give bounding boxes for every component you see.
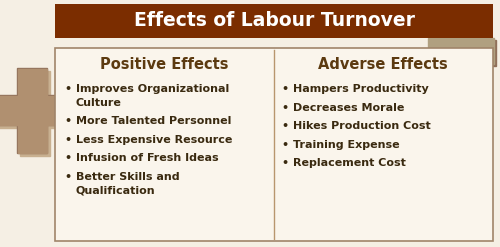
Bar [17, 68, 47, 153]
Bar [0, 96, 75, 125]
Bar [430, 40, 496, 66]
Text: • More Talented Personnel: • More Talented Personnel [65, 116, 232, 126]
Bar [0, 98, 78, 128]
Text: • Hampers Productivity: • Hampers Productivity [282, 84, 429, 94]
Text: • Infusion of Fresh Ideas: • Infusion of Fresh Ideas [65, 153, 218, 163]
Text: Adverse Effects: Adverse Effects [318, 57, 448, 71]
Text: • Hikes Production Cost: • Hikes Production Cost [282, 121, 431, 131]
Text: • Improves Organizational: • Improves Organizational [65, 84, 229, 94]
Bar [20, 71, 50, 156]
Bar [55, 4, 493, 38]
Text: Positive Effects: Positive Effects [100, 57, 228, 71]
Bar [0, 95, 75, 125]
Text: • Replacement Cost: • Replacement Cost [282, 158, 406, 168]
Text: • Less Expensive Resource: • Less Expensive Resource [65, 135, 232, 144]
Text: • Decreases Morale: • Decreases Morale [282, 103, 405, 112]
Text: Qualification: Qualification [75, 185, 154, 195]
Bar [428, 38, 494, 64]
Text: Culture: Culture [75, 98, 121, 107]
Text: • Training Expense: • Training Expense [282, 140, 400, 149]
Bar [18, 69, 47, 153]
Text: Effects of Labour Turnover: Effects of Labour Turnover [134, 12, 414, 30]
Bar [55, 48, 493, 241]
Text: • Better Skills and: • Better Skills and [65, 171, 180, 182]
